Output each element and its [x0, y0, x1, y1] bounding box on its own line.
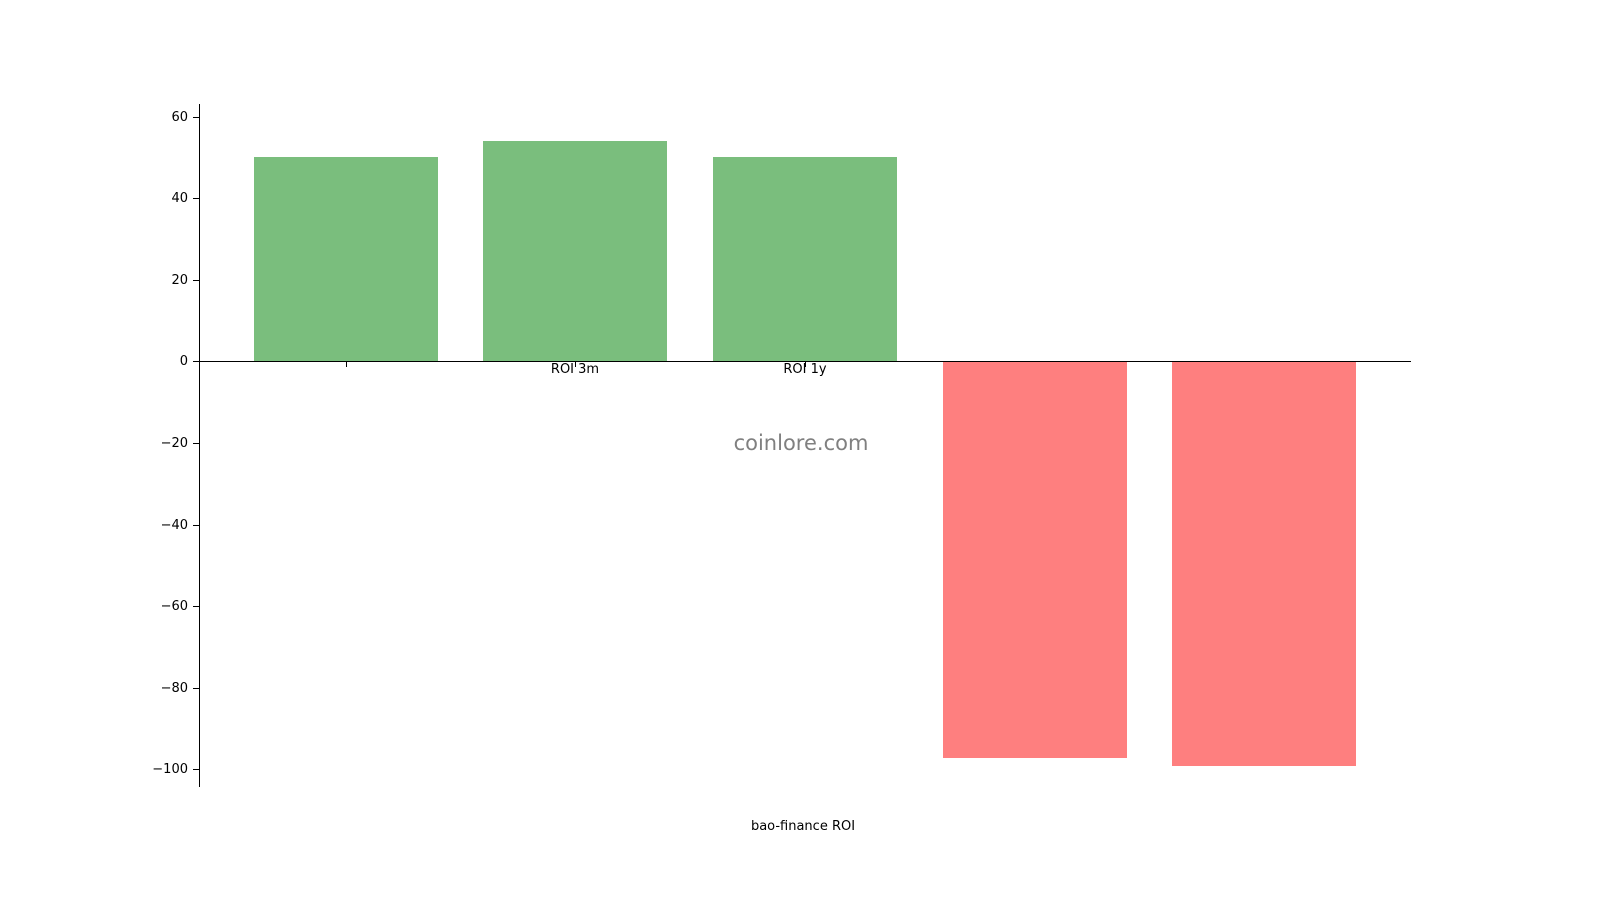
bar-3 [943, 362, 1127, 758]
bar-2 [713, 157, 897, 361]
y-tick-label: −80 [160, 681, 188, 696]
y-tick-mark [193, 769, 199, 770]
y-tick-mark [193, 443, 199, 444]
bar-0 [254, 157, 438, 361]
y-tick-mark [193, 198, 199, 199]
y-tick-mark [193, 525, 199, 526]
x-axis-title: bao-finance ROI [750, 819, 856, 834]
y-tick-mark [193, 361, 199, 362]
x-tick-label: ROI 3m [550, 362, 600, 377]
y-tick-mark [193, 688, 199, 689]
y-tick-label: 40 [171, 191, 188, 206]
y-tick-mark [193, 606, 199, 607]
y-tick-label: 20 [171, 273, 188, 288]
y-tick-label: −100 [152, 762, 188, 777]
bar-4 [1172, 362, 1356, 766]
y-tick-label: −60 [160, 599, 188, 614]
x-tick-mark [346, 362, 347, 367]
y-tick-mark [193, 280, 199, 281]
x-tick-mark [805, 362, 806, 367]
y-tick-mark [193, 117, 199, 118]
x-tick-label: ROI 1y [783, 362, 827, 377]
watermark-text: coinlore.com [733, 431, 869, 455]
y-tick-label: −20 [160, 436, 188, 451]
bar-1 [483, 141, 667, 361]
x-tick-mark [575, 362, 576, 367]
y-tick-label: 60 [171, 110, 188, 125]
y-tick-label: −40 [160, 518, 188, 533]
x-axis-zero-line [199, 361, 1411, 362]
y-tick-label: 0 [179, 354, 188, 369]
y-axis-spine [199, 104, 200, 787]
